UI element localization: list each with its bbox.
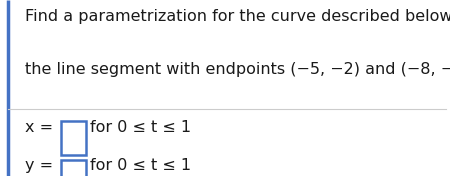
Text: for 0 ≤ t ≤ 1: for 0 ≤ t ≤ 1 [90,158,191,173]
Text: y =: y = [25,158,53,173]
Text: the line segment with endpoints (−5, −2) and (−8, −7): the line segment with endpoints (−5, −2)… [25,62,450,77]
FancyBboxPatch shape [61,160,86,176]
Text: Find a parametrization for the curve described below.: Find a parametrization for the curve des… [25,9,450,24]
FancyBboxPatch shape [61,121,86,155]
Text: x =: x = [25,120,53,135]
Text: for 0 ≤ t ≤ 1: for 0 ≤ t ≤ 1 [90,120,191,135]
